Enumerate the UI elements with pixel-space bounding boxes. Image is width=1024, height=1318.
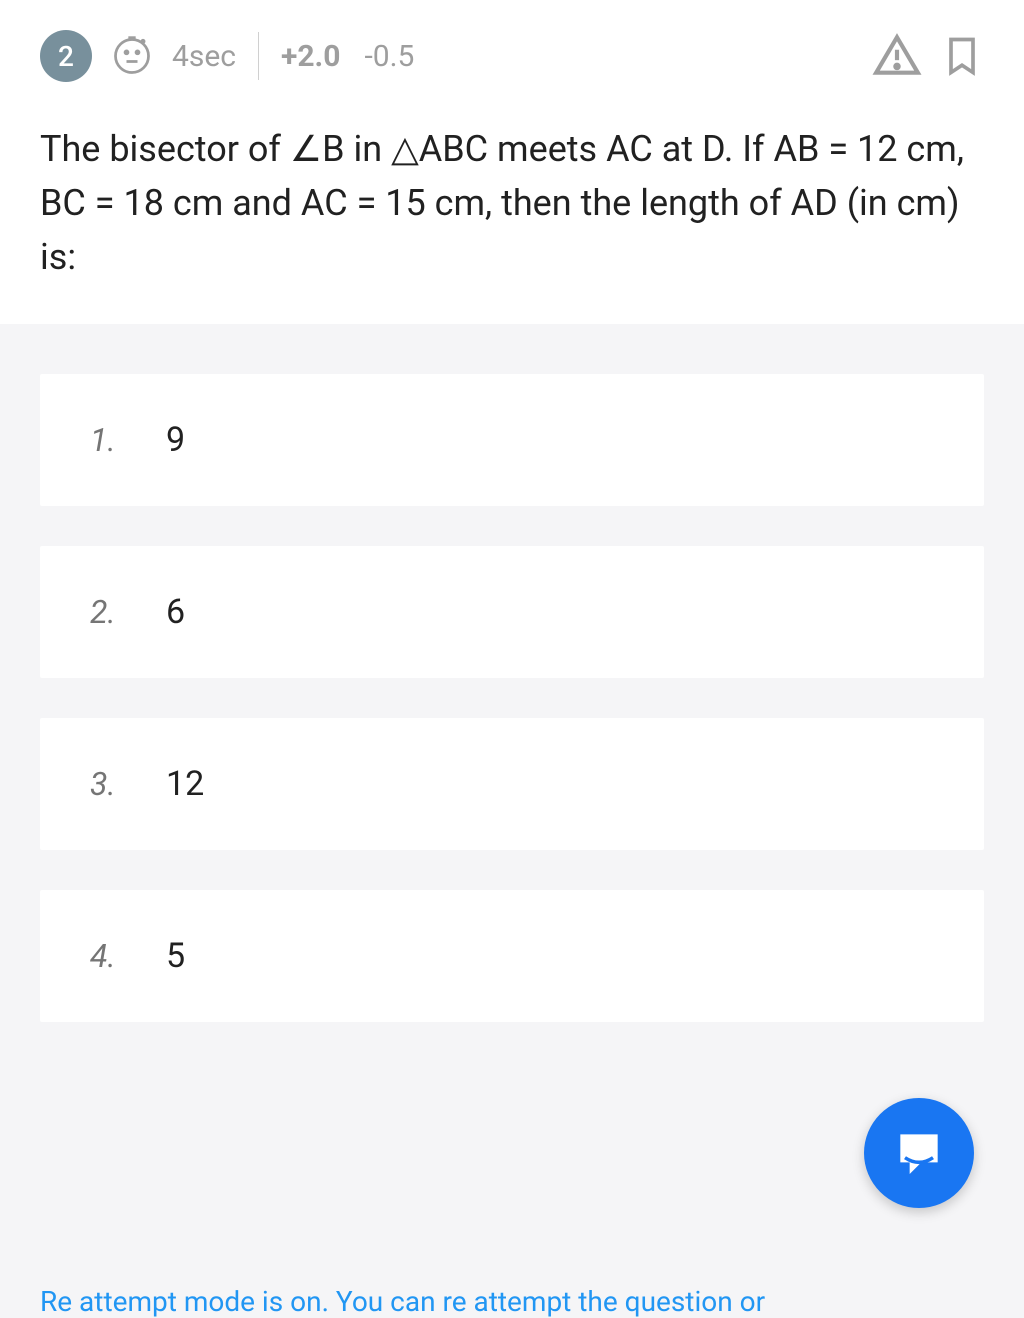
option-2[interactable]: 2. 6 <box>40 546 984 678</box>
option-value: 6 <box>166 592 185 632</box>
question-header: 2 4sec +2.0 -0.5 <box>0 0 1024 324</box>
vertical-divider <box>258 32 259 80</box>
question-number-badge: 2 <box>40 30 92 82</box>
option-number: 4. <box>90 937 126 975</box>
timer-label: 4sec <box>172 39 236 74</box>
option-number: 3. <box>90 765 126 803</box>
bookmark-icon[interactable] <box>940 34 984 78</box>
chat-icon <box>891 1125 947 1181</box>
option-value: 12 <box>166 764 204 804</box>
neutral-face-icon <box>110 34 154 78</box>
options-list: 1. 9 2. 6 3. 12 4. 5 <box>0 324 1024 1052</box>
option-value: 5 <box>166 936 185 976</box>
option-number: 2. <box>90 593 126 631</box>
positive-score: +2.0 <box>281 39 340 74</box>
option-value: 9 <box>166 420 185 460</box>
footer-message: Re attempt mode is on. You can re attemp… <box>0 1269 1024 1318</box>
option-4[interactable]: 4. 5 <box>40 890 984 1022</box>
option-1[interactable]: 1. 9 <box>40 374 984 506</box>
negative-score: -0.5 <box>364 39 414 74</box>
option-number: 1. <box>90 421 126 459</box>
option-3[interactable]: 3. 12 <box>40 718 984 850</box>
warning-icon[interactable] <box>872 31 922 81</box>
meta-row: 2 4sec +2.0 -0.5 <box>40 30 984 82</box>
question-text: The bisector of ∠B in △ABC meets AC at D… <box>40 122 984 284</box>
chat-button[interactable] <box>864 1098 974 1208</box>
